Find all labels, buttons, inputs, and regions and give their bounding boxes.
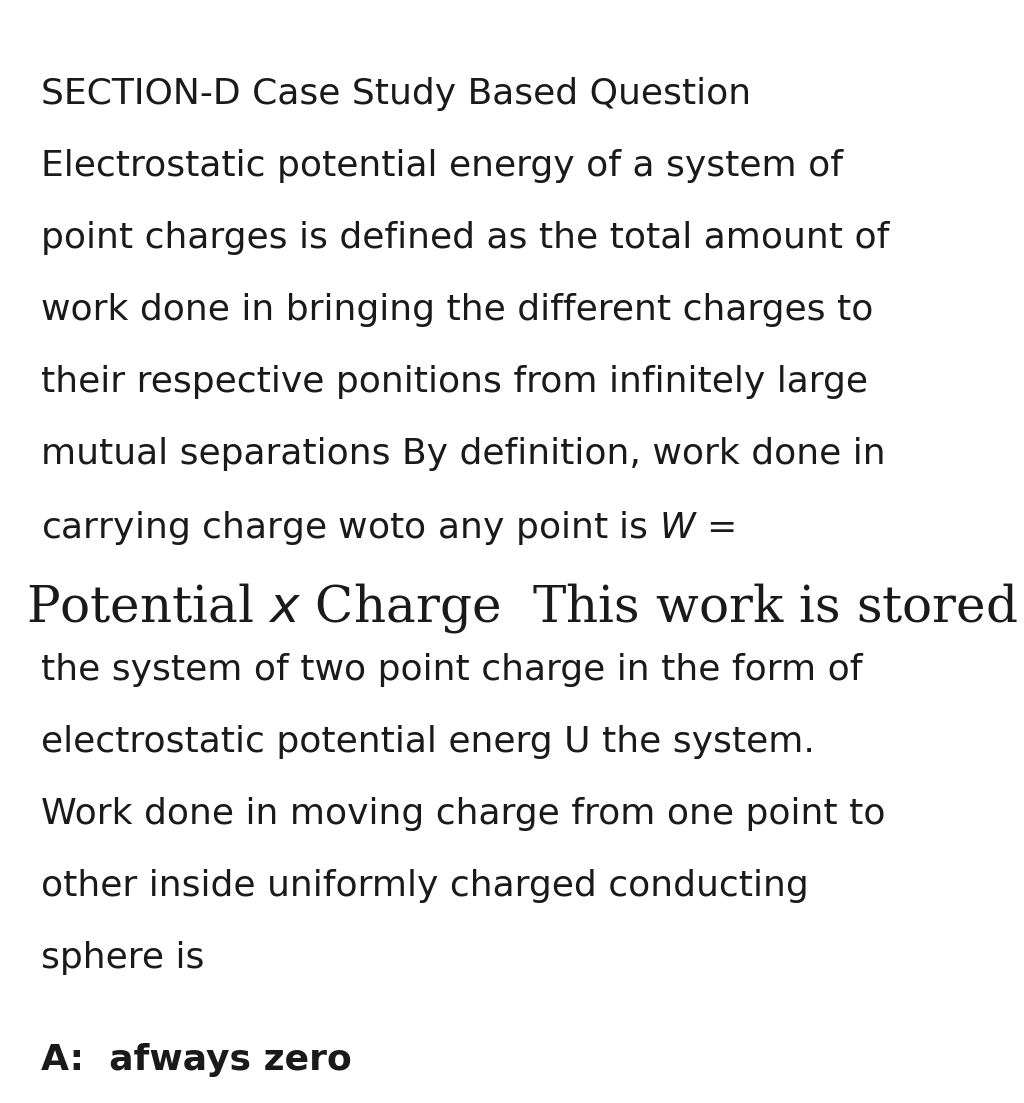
Text: their respective ponitions from infinitely large: their respective ponitions from infinite… [41, 365, 868, 399]
Text: point charges is defined as the total amount of: point charges is defined as the total am… [41, 222, 889, 255]
Text: Electrostatic potential energy of a system of: Electrostatic potential energy of a syst… [41, 149, 843, 183]
Text: mutual separations By definition, work done in: mutual separations By definition, work d… [41, 437, 886, 471]
Text: A:  afways zero: A: afways zero [41, 1043, 351, 1078]
Text: other inside uniformly charged conducting: other inside uniformly charged conductin… [41, 869, 809, 903]
Text: the system of two point charge in the form of: the system of two point charge in the fo… [41, 653, 862, 687]
Text: Work done in moving charge from one point to: Work done in moving charge from one poin… [41, 797, 886, 832]
Text: SECTION-D Case Study Based Question: SECTION-D Case Study Based Question [41, 77, 751, 111]
Text: work done in bringing the different charges to: work done in bringing the different char… [41, 293, 873, 328]
Text: sphere is: sphere is [41, 941, 205, 975]
Text: carrying charge woto any point is $W$ =: carrying charge woto any point is $W$ = [41, 510, 735, 547]
Text: electrostatic potential energ U the system.: electrostatic potential energ U the syst… [41, 725, 815, 759]
Text: Potential $x$ Charge  This work is stored in: Potential $x$ Charge This work is stored… [26, 581, 1024, 635]
